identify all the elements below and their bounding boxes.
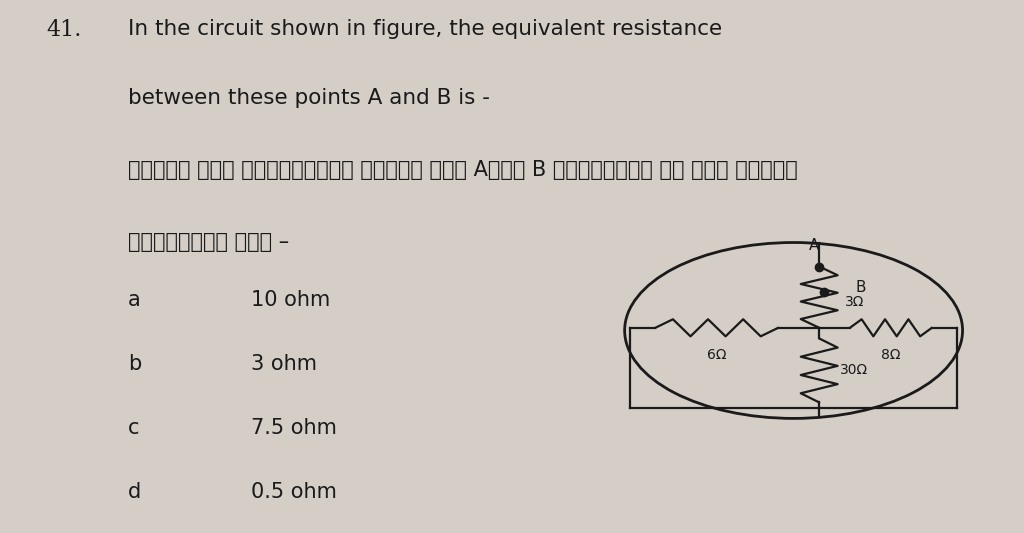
Text: between these points A and B is -: between these points A and B is - [128, 88, 489, 108]
Text: 10 ohm: 10 ohm [251, 290, 330, 311]
Text: 3 ohm: 3 ohm [251, 354, 316, 375]
Text: 7.5 ohm: 7.5 ohm [251, 418, 337, 439]
Text: 41.: 41. [46, 19, 82, 41]
Text: 30Ω: 30Ω [840, 364, 867, 377]
Text: 6Ω: 6Ω [707, 348, 727, 362]
Text: d: d [128, 482, 141, 503]
Text: B: B [855, 280, 865, 295]
Text: a: a [128, 290, 140, 311]
Text: 3Ω: 3Ω [845, 295, 864, 310]
Text: चित्र में प्रदर्शित परिपथ में Aतथा B बिन्दुओं के बीच तुल्य: चित्र में प्रदर्शित परिपथ में Aतथा B बिन… [128, 160, 798, 180]
Text: 8Ω: 8Ω [881, 348, 901, 362]
Text: c: c [128, 418, 139, 439]
Text: A: A [809, 238, 819, 253]
Text: In the circuit shown in figure, the equivalent resistance: In the circuit shown in figure, the equi… [128, 19, 722, 39]
Text: 0.5 ohm: 0.5 ohm [251, 482, 337, 503]
Text: b: b [128, 354, 141, 375]
Text: प्रतिरोध हैं –: प्रतिरोध हैं – [128, 232, 289, 252]
